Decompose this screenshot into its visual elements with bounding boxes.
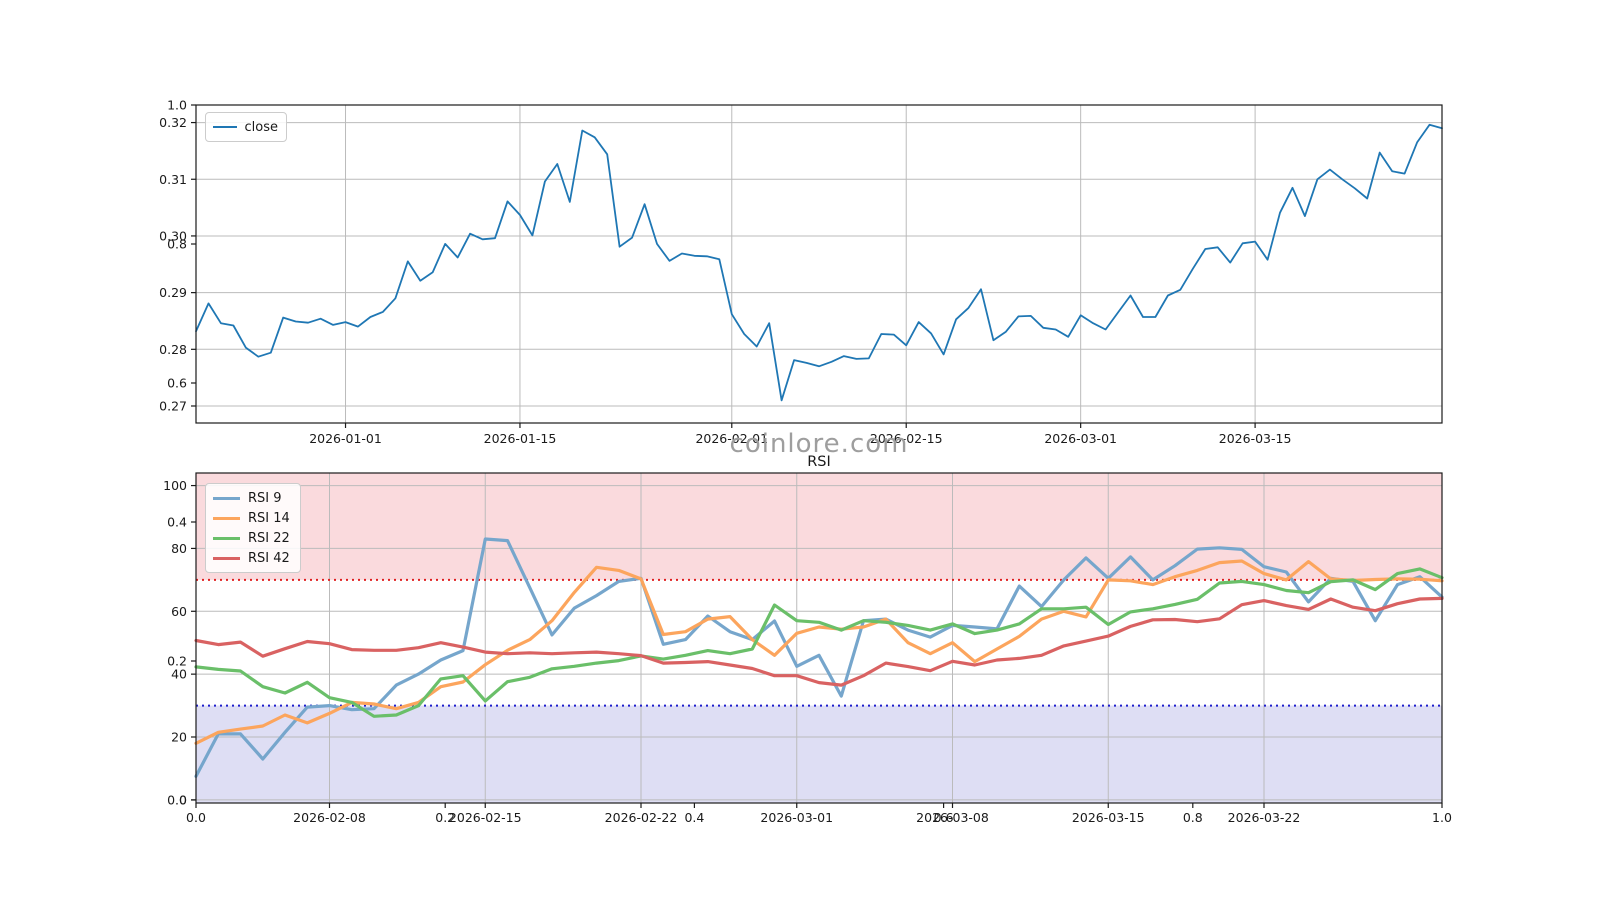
rsi-ytick-label: 40 xyxy=(171,667,187,682)
overlay-ytick-label: 0.2 xyxy=(167,654,187,669)
close-ytick-label: 0.31 xyxy=(159,172,187,187)
overlay-xtick-label: 0.2 xyxy=(435,810,455,825)
rsi-ytick-label: 80 xyxy=(171,541,187,556)
rsi-ytick-label: 100 xyxy=(163,478,187,493)
overbought-band xyxy=(196,473,1442,580)
overlay-xtick-label: 0.4 xyxy=(684,810,704,825)
rsi-xtick-label: 2026-03-01 xyxy=(760,810,833,825)
overlay-ytick-label: 0.8 xyxy=(167,237,187,252)
rsi-xtick-label: 2026-02-22 xyxy=(605,810,678,825)
overlay-ytick-label: 0.4 xyxy=(167,515,187,530)
rsi9-line xyxy=(194,537,1444,778)
legend-label-rsi9: RSI 9 xyxy=(248,490,282,506)
close-xtick-label: 2026-01-01 xyxy=(309,431,382,446)
legend-label-rsi14: RSI 14 xyxy=(248,510,290,526)
close-ytick-label: 0.32 xyxy=(159,115,187,130)
oversold-band xyxy=(196,705,1442,803)
legend-label-rsi22: RSI 22 xyxy=(248,530,290,546)
legend-item-close: close xyxy=(213,117,278,137)
rsi14-line xyxy=(194,559,1444,745)
rsi22-line xyxy=(194,567,1444,718)
rsi9-line-sample xyxy=(213,496,240,500)
close-ytick-label: 0.29 xyxy=(159,285,187,300)
close-ytick-label: 0.30 xyxy=(159,228,187,243)
legend-close: close xyxy=(205,112,287,142)
rsi-ytick-label: 20 xyxy=(171,730,187,745)
overlay-xtick-label: 1.0 xyxy=(1432,810,1452,825)
overlay-ytick-label: 0.6 xyxy=(167,376,187,391)
close-ytick-label: 0.27 xyxy=(159,398,187,413)
close-xtick-label: 2026-02-15 xyxy=(870,431,943,446)
rsi22-line-sample xyxy=(213,536,240,540)
close-line xyxy=(195,123,1443,402)
legend-item-rsi22: RSI 22 xyxy=(213,528,292,548)
legend-item-rsi9: RSI 9 xyxy=(213,488,292,508)
rsi-xtick-label: 2026-03-15 xyxy=(1072,810,1145,825)
overlay-xtick-label: 0.8 xyxy=(1183,810,1203,825)
legend-label-rsi42: RSI 42 xyxy=(248,550,290,566)
rsi-ytick-label: 0 xyxy=(179,792,187,807)
close-plot-border xyxy=(195,104,1443,424)
overlay-ytick-label: 1.0 xyxy=(167,98,187,113)
close-xtick-label: 2026-03-01 xyxy=(1044,431,1117,446)
close-line-sample xyxy=(213,126,237,128)
rsi-ytick-label: 60 xyxy=(171,604,187,619)
rsi-plot-border xyxy=(195,472,1443,804)
legend-item-rsi42: RSI 42 xyxy=(213,548,292,568)
overlay-xtick-label: 0.6 xyxy=(934,810,954,825)
legend-label-close: close xyxy=(244,119,278,135)
legend-rsi: RSI 9 RSI 14 RSI 22 RSI 42 xyxy=(205,483,301,573)
rsi-chart-title: RSI xyxy=(807,454,831,470)
close-xtick-label: 2026-01-15 xyxy=(484,431,557,446)
close-xtick-label: 2026-03-15 xyxy=(1219,431,1292,446)
close-ytick-label: 0.28 xyxy=(159,342,187,357)
close-xtick-label: 2026-02-01 xyxy=(695,431,768,446)
rsi-xtick-label: 2026-03-08 xyxy=(916,810,989,825)
rsi42-line xyxy=(194,596,1444,687)
overlay-xtick-label: 0.0 xyxy=(186,810,206,825)
rsi-xtick-label: 2026-02-08 xyxy=(293,810,366,825)
legend-item-rsi14: RSI 14 xyxy=(213,508,292,528)
rsi-xtick-label: 2026-03-22 xyxy=(1228,810,1301,825)
overlay-ytick-label: 0.0 xyxy=(167,793,187,808)
watermark-text: coinlore.com xyxy=(729,429,909,459)
rsi-xtick-label: 2026-02-15 xyxy=(449,810,522,825)
rsi42-line-sample xyxy=(213,556,240,560)
rsi14-line-sample xyxy=(213,516,240,520)
